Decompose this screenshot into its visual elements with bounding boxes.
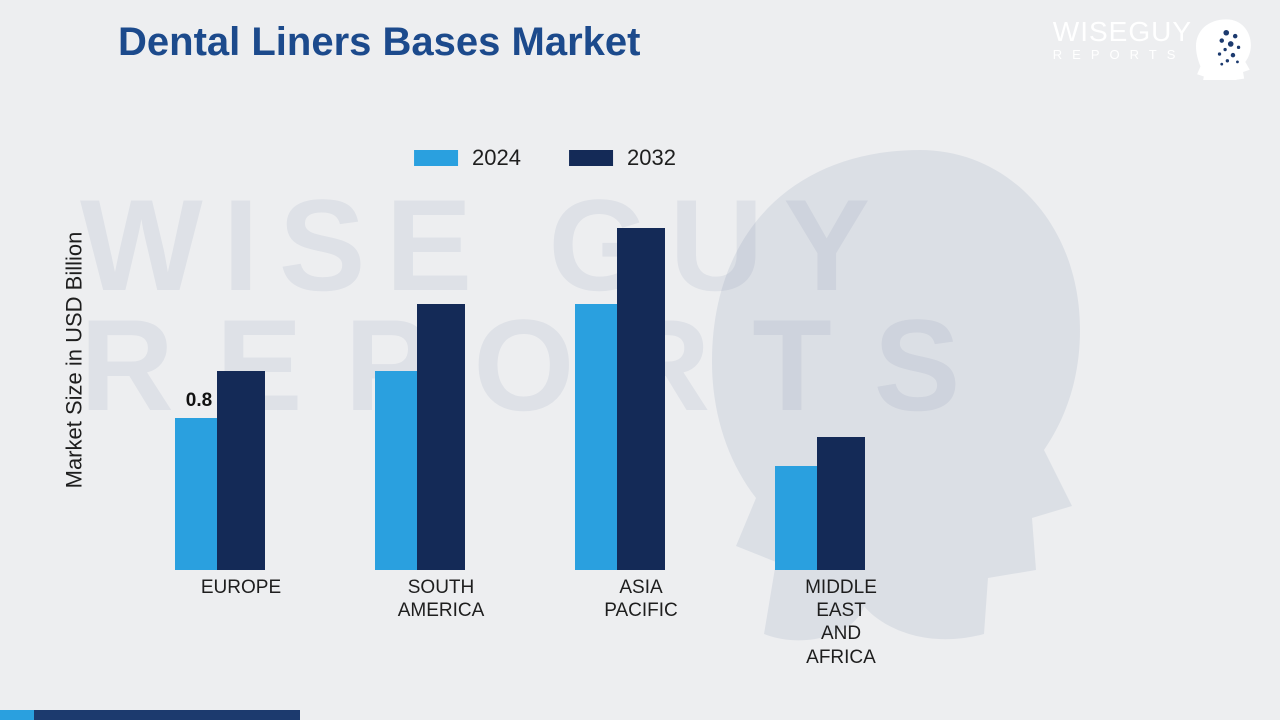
logo-sub-text: REPORTS (1053, 48, 1192, 61)
page: WISE GUY REPORTS Dental Liners Bases Mar… (0, 0, 1280, 720)
bar (375, 371, 423, 571)
plot-area: 2024 2032 0.8 (160, 150, 930, 570)
footer-bar-dark (0, 710, 300, 720)
bar (775, 466, 823, 571)
legend: 2024 2032 (414, 145, 676, 171)
footer-bar-accent (0, 710, 34, 720)
logo-main-text: WISEGUY (1053, 18, 1192, 46)
x-tick-label: ASIAPACIFIC (561, 576, 721, 622)
bar (617, 228, 665, 570)
brand-logo: WISEGUY REPORTS (1053, 18, 1252, 80)
y-axis-label: Market Size in USD Billion (60, 150, 88, 570)
bar: 0.8 (175, 418, 223, 570)
bar (575, 304, 623, 570)
bar (217, 371, 265, 571)
legend-label-2024: 2024 (472, 145, 521, 171)
legend-item-2032: 2032 (569, 145, 676, 171)
x-tick-label: EUROPE (161, 576, 321, 599)
legend-swatch-2032 (569, 150, 613, 166)
legend-item-2024: 2024 (414, 145, 521, 171)
legend-swatch-2024 (414, 150, 458, 166)
x-tick-label: SOUTHAMERICA (361, 576, 521, 622)
bar (817, 437, 865, 570)
bar-value-label: 0.8 (175, 390, 223, 412)
x-tick-label: MIDDLEEASTANDAFRICA (761, 576, 921, 669)
logo-head-icon (1196, 18, 1252, 80)
bar-groups: 0.8 (160, 190, 930, 570)
chart-title: Dental Liners Bases Market (118, 20, 640, 65)
legend-label-2032: 2032 (627, 145, 676, 171)
bar (417, 304, 465, 570)
bar-chart: Market Size in USD Billion 2024 2032 0.8… (60, 150, 960, 670)
